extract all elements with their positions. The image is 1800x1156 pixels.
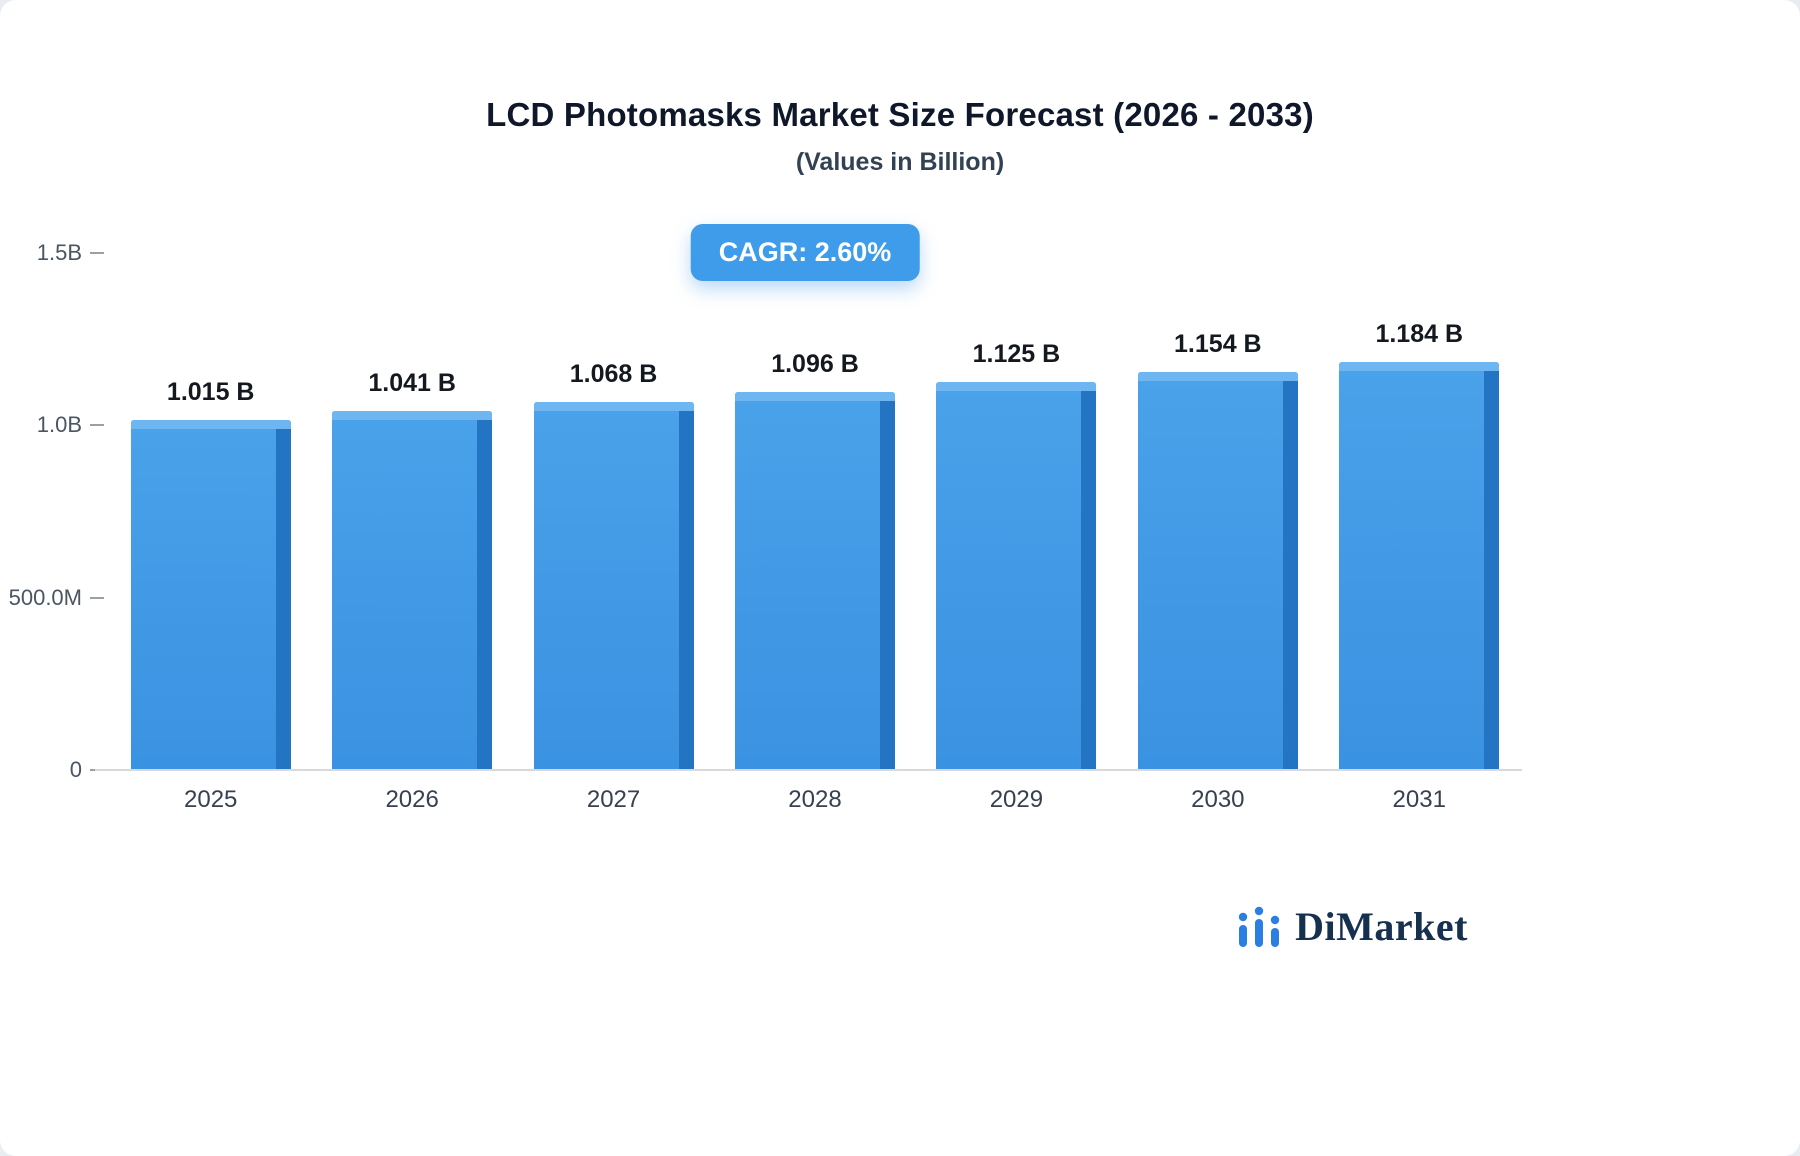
brand-name: DiMarket	[1295, 904, 1468, 949]
bar-top-face	[130, 420, 291, 429]
bar-value-label: 1.184 B	[1375, 320, 1464, 348]
bar	[1339, 362, 1500, 770]
bar-side-face	[275, 429, 291, 770]
bar-side-face	[879, 401, 895, 770]
x-axis-labels: 2025 2026 2027 2028 2029 2030 2031	[110, 786, 1520, 814]
bar-side-face	[678, 411, 694, 770]
bar-value-label: 1.015 B	[166, 378, 255, 406]
tick-mark	[90, 252, 104, 254]
bar	[936, 382, 1097, 770]
bar-column: 1.041 B	[311, 369, 512, 770]
x-axis-label: 2026	[385, 786, 439, 813]
y-axis-tick: 0	[0, 757, 104, 783]
x-axis-label: 2027	[586, 786, 641, 813]
bar-side-face	[1081, 391, 1097, 770]
bar	[130, 420, 291, 770]
chart-subtitle: (Values in Billion)	[795, 148, 1005, 176]
x-axis-label: 2029	[989, 786, 1044, 813]
bar-top-face	[1339, 362, 1500, 371]
x-axis-label: 2031	[1392, 786, 1446, 813]
bar	[734, 392, 895, 770]
y-axis-tick: 500.0M	[0, 585, 104, 611]
x-axis-line	[95, 769, 1522, 771]
bar-value-label: 1.068 B	[569, 360, 658, 388]
bar-side-face	[1484, 371, 1500, 770]
bar-top-face	[734, 392, 895, 401]
bar-side-face	[1282, 381, 1298, 770]
bar-value-label: 1.125 B	[972, 340, 1061, 368]
tick-mark	[90, 596, 104, 599]
bar-top-face	[332, 411, 493, 420]
bar-value-label: 1.041 B	[368, 369, 456, 397]
x-axis-label: 2025	[184, 786, 238, 813]
y-axis: 1.5B 1.0B 500.0M 0	[0, 240, 104, 782]
y-axis-tick: 1.5B	[0, 240, 104, 266]
y-axis-tick-label: 1.5B	[36, 240, 82, 265]
bar-column: 1.015 B	[110, 378, 311, 770]
bar-side-face	[477, 420, 493, 770]
y-axis-tick-label: 500.0M	[8, 584, 82, 610]
bar-top-face	[533, 402, 694, 411]
bar-column: 1.068 B	[513, 360, 714, 770]
chart-title: LCD Photomasks Market Size Forecast (202…	[486, 96, 1314, 133]
y-axis-tick: 1.0B	[0, 412, 104, 438]
bar	[332, 411, 493, 770]
brand-logo: DiMarket	[1235, 903, 1468, 950]
bar-top-face	[1137, 372, 1298, 381]
bar-top-face	[936, 382, 1097, 391]
x-axis-label: 2030	[1191, 786, 1245, 813]
bar-column: 1.184 B	[1319, 320, 1520, 770]
y-axis-tick-label: 1.0B	[36, 412, 82, 438]
bar-column: 1.096 B	[714, 350, 915, 770]
x-axis-label: 2028	[788, 786, 842, 813]
y-axis-tick-label: 0	[69, 757, 82, 782]
tick-mark	[90, 424, 104, 427]
bar-value-label: 1.096 B	[771, 350, 859, 378]
cagr-badge: CAGR: 2.60%	[690, 224, 920, 281]
bar	[533, 402, 694, 770]
bar-column: 1.125 B	[916, 340, 1117, 770]
bar-column: 1.154 B	[1117, 330, 1318, 770]
bar-value-label: 1.154 B	[1174, 330, 1262, 358]
dimarket-bar-chart-icon	[1238, 906, 1280, 947]
plot-area: 1.015 B 1.041 B 1.068 B 1.096 B 1.125 B 1.154…	[110, 253, 1520, 770]
bar	[1137, 372, 1298, 770]
